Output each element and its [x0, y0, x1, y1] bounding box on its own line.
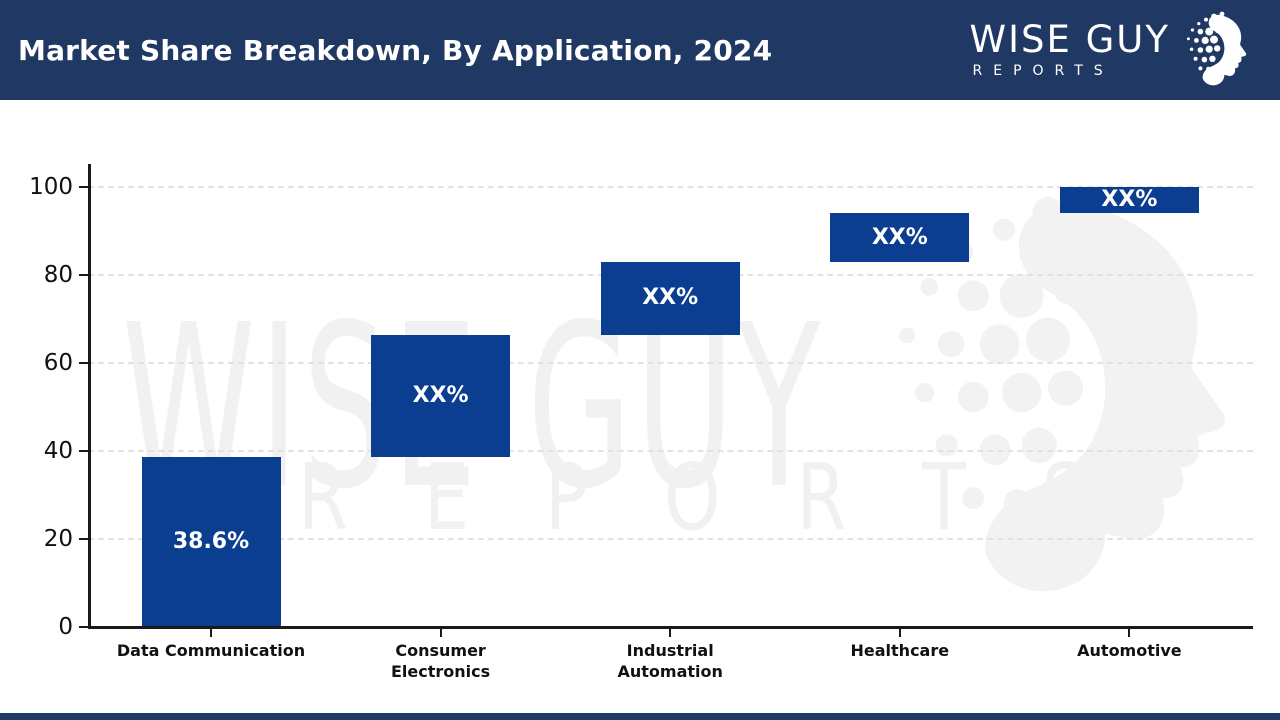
bar-value-label-healthcare: XX% — [871, 224, 928, 250]
x-tick-mark-automotive — [1128, 628, 1131, 637]
logo-subtitle: REPORTS — [972, 63, 1114, 79]
x-tick-mark-healthcare — [898, 628, 901, 637]
x-tick-label-consumer-electronics: Consumer Electronics — [326, 640, 556, 682]
gridline-60 — [88, 362, 1253, 364]
y-tick-mark-80 — [79, 274, 88, 276]
bar-healthcare: XX% — [830, 213, 970, 262]
y-tick-label-0: 0 — [58, 614, 73, 640]
x-tick-mark-data-communication — [210, 628, 212, 637]
y-tick-mark-40 — [79, 450, 88, 452]
y-tick-label-60: 60 — [43, 350, 73, 376]
y-tick-mark-60 — [79, 362, 88, 364]
y-tick-label-80: 80 — [43, 262, 73, 288]
bar-automotive: XX% — [1059, 187, 1199, 214]
bar-consumer-electronics: XX% — [371, 334, 511, 458]
gridline-20 — [88, 538, 1253, 540]
bar-value-label-data-communication: 38.6% — [172, 529, 250, 555]
bar-value-label-automotive: XX% — [1101, 187, 1158, 213]
footer-bar — [0, 713, 1280, 720]
x-tick-label-line: Automotive — [1077, 641, 1182, 660]
bar-value-label-industrial-automation: XX% — [642, 285, 699, 311]
y-tick-label-20: 20 — [43, 526, 73, 552]
y-axis-line — [88, 164, 91, 629]
x-tick-mark-industrial-automation — [669, 628, 672, 637]
y-tick-label-40: 40 — [43, 438, 73, 464]
watermark-subtext: R E P O R T S — [298, 444, 1114, 551]
wise-guy-reports-logo: WISE GUY REPORTS — [970, 9, 1254, 91]
bar-industrial-automation: XX% — [600, 261, 740, 335]
x-axis-line — [88, 626, 1253, 629]
x-tick-label-automotive: Automotive — [1014, 640, 1244, 661]
x-tick-label-industrial-automation: Industrial Automation — [555, 640, 785, 682]
x-tick-label-data-communication: Data Communication — [96, 640, 326, 661]
logo-title: WISE GUY — [969, 18, 1170, 61]
x-tick-label-line: Industrial — [626, 641, 714, 660]
x-tick-mark-consumer-electronics — [439, 628, 442, 637]
y-tick-label-100: 100 — [29, 174, 73, 200]
y-tick-mark-0 — [79, 626, 88, 628]
page-title: Market Share Breakdown, By Application, … — [18, 33, 773, 67]
x-tick-label-line: Consumer — [395, 641, 486, 660]
x-tick-label-healthcare: Healthcare — [785, 640, 1015, 661]
y-tick-mark-100 — [79, 186, 88, 188]
header: Market Share Breakdown, By Application, … — [0, 0, 1280, 100]
x-tick-label-line: Data Communication — [116, 641, 306, 660]
logo-head-icon — [1174, 9, 1254, 91]
y-tick-mark-20 — [79, 538, 88, 540]
x-tick-label-line: Electronics — [391, 662, 491, 681]
gridline-40 — [88, 450, 1253, 452]
bar-data-communication: 38.6% — [141, 457, 281, 627]
x-tick-label-line: Healthcare — [850, 641, 950, 660]
bar-value-label-consumer-electronics: XX% — [412, 382, 469, 408]
gridline-100 — [88, 186, 1253, 188]
x-tick-label-line: Automation — [617, 662, 723, 681]
